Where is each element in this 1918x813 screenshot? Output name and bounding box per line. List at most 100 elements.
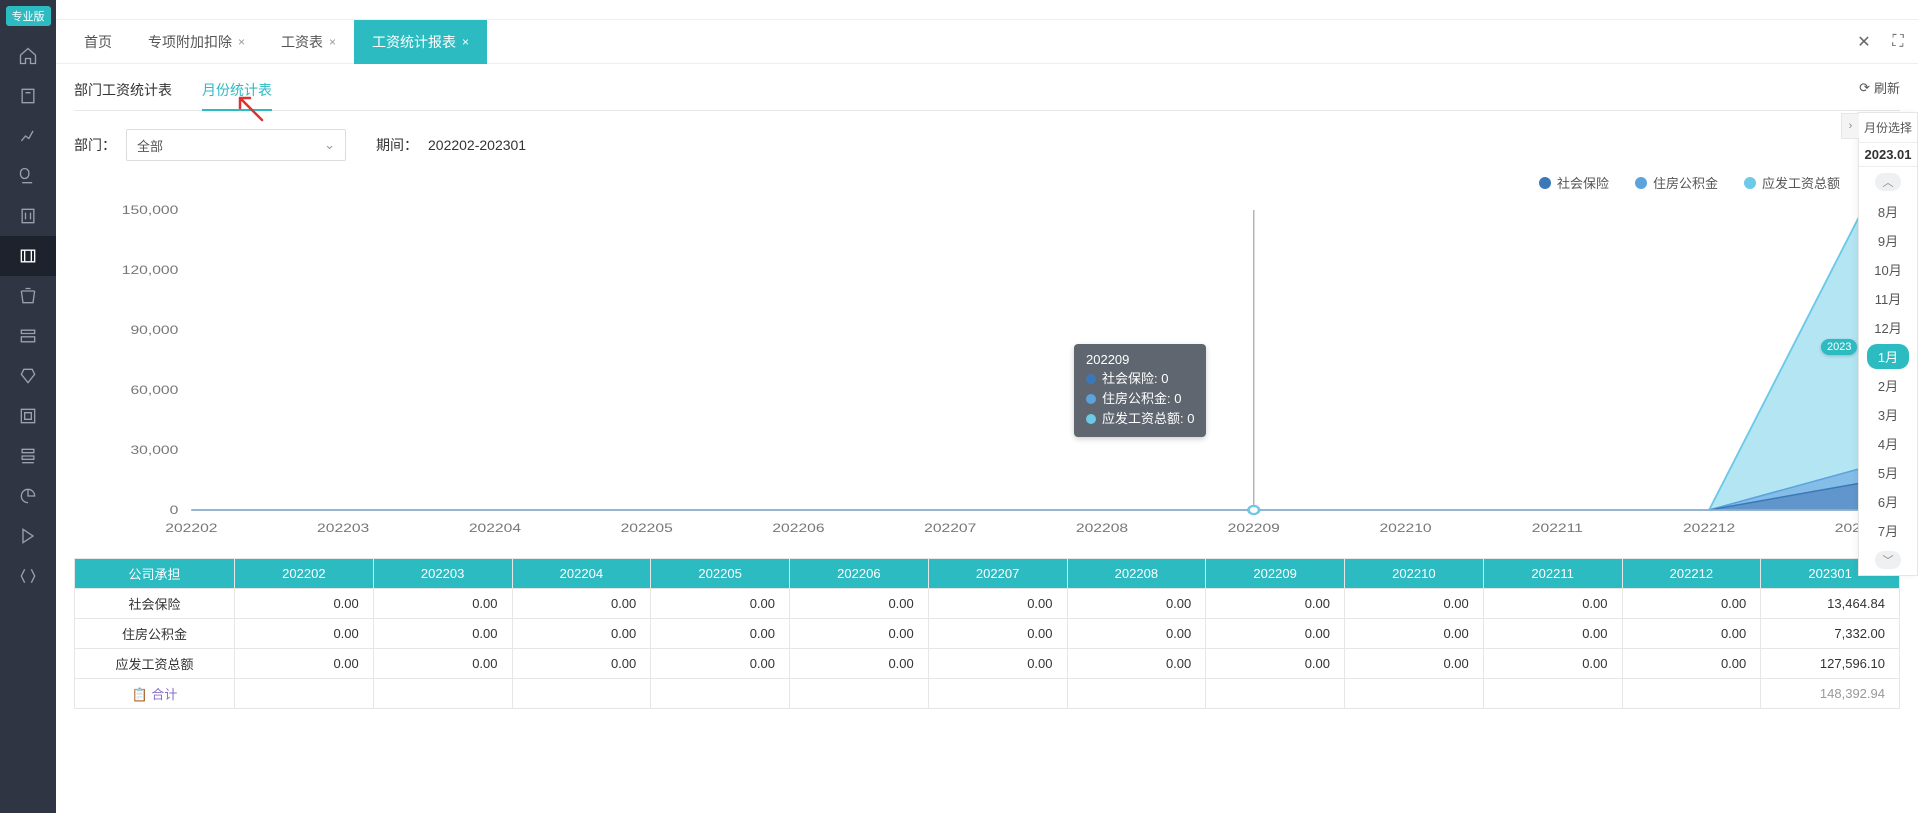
svg-text:202207: 202207	[924, 521, 976, 535]
table-cell: 0.00	[1067, 589, 1206, 619]
tab-close-icon[interactable]: ×	[462, 35, 469, 49]
panel-collapse-icon[interactable]: ›	[1841, 113, 1859, 139]
table-cell: 0.00	[373, 589, 512, 619]
table-row: 住房公积金0.000.000.000.000.000.000.000.000.0…	[75, 619, 1900, 649]
table-cell: 0.00	[512, 589, 651, 619]
top-bar	[56, 0, 1918, 20]
sidebar-nav-5[interactable]	[0, 236, 56, 276]
sidebar-nav-4[interactable]	[0, 196, 56, 236]
sub-tabs: 部门工资统计表月份统计表 ⟳ 刷新	[74, 74, 1900, 111]
table-cell: 0.00	[1067, 619, 1206, 649]
sidebar-nav-3[interactable]	[0, 156, 56, 196]
sidebar-nav-0[interactable]	[0, 36, 56, 76]
chart-tooltip: 202209社会保险: 0住房公积金: 0应发工资总额: 0	[1074, 344, 1206, 437]
legend-dot	[1635, 177, 1647, 189]
table-header: 202209	[1206, 559, 1345, 589]
month-scroll-up[interactable]: ︿	[1875, 173, 1901, 191]
tab-close-icon[interactable]: ×	[329, 35, 336, 49]
row-label: 📋 合计	[75, 679, 235, 709]
sidebar-nav-10[interactable]	[0, 436, 56, 476]
table-header: 202211	[1483, 559, 1622, 589]
month-item[interactable]: 4月	[1859, 429, 1917, 458]
tab-close-icon[interactable]: ×	[238, 35, 245, 49]
month-item[interactable]: 12月	[1859, 313, 1917, 342]
sidebar-nav-6[interactable]	[0, 276, 56, 316]
period-label: 期间：	[376, 135, 418, 155]
month-item[interactable]: 8月	[1859, 197, 1917, 226]
table-cell: 0.00	[928, 589, 1067, 619]
period-value: 202202-202301	[428, 137, 526, 153]
table-cell: 0.00	[1345, 619, 1484, 649]
table-header: 202210	[1345, 559, 1484, 589]
table-cell: 0.00	[1483, 589, 1622, 619]
table-row: 📋 合计 148,392.94	[75, 679, 1900, 709]
table-cell: 0.00	[1345, 649, 1484, 679]
sidebar-nav-8[interactable]	[0, 356, 56, 396]
month-selector-panel: › 月份选择 2023.01 ︿ 8月9月10月11月12月20231月2月3月…	[1858, 112, 1918, 576]
svg-text:0: 0	[170, 503, 179, 517]
dept-select[interactable]: 全部 ⌄	[126, 129, 346, 161]
left-sidebar: 专业版	[0, 0, 56, 813]
sub-tab-0[interactable]: 部门工资统计表	[74, 74, 172, 110]
month-item[interactable]: 5月	[1859, 458, 1917, 487]
sub-tab-1[interactable]: 月份统计表	[202, 74, 272, 110]
month-scroll-down[interactable]: ﹀	[1875, 551, 1901, 569]
legend-dot	[1744, 177, 1756, 189]
year-badge: 2023	[1821, 339, 1857, 355]
sidebar-nav-12[interactable]	[0, 516, 56, 556]
sidebar-nav-1[interactable]	[0, 76, 56, 116]
fullscreen-icon[interactable]: ⛶	[1888, 32, 1908, 52]
legend-label: 应发工资总额	[1762, 173, 1840, 192]
svg-text:30,000: 30,000	[130, 443, 178, 457]
month-item[interactable]: 11月	[1859, 284, 1917, 313]
month-item[interactable]: 9月	[1859, 226, 1917, 255]
table-cell: 0.00	[512, 619, 651, 649]
legend-item[interactable]: 应发工资总额	[1744, 173, 1840, 192]
main-tab-0[interactable]: 首页	[66, 20, 130, 64]
table-header: 202206	[790, 559, 929, 589]
table-cell: 0.00	[1622, 589, 1761, 619]
sidebar-nav-13[interactable]	[0, 556, 56, 596]
table-header: 202203	[373, 559, 512, 589]
legend-item[interactable]: 住房公积金	[1635, 173, 1718, 192]
svg-text:202208: 202208	[1076, 521, 1128, 535]
main-tab-3[interactable]: 工资统计报表 ×	[354, 20, 487, 64]
month-item[interactable]: 10月	[1859, 255, 1917, 284]
row-label: 社会保险	[75, 589, 235, 619]
tab-label: 工资统计报表	[372, 32, 456, 52]
main-area: 首页专项附加扣除×工资表× 工资统计报表 × ✕ ⛶ 部门工资统计表月份统计表 ⟳ …	[56, 0, 1918, 813]
table-cell: 0.00	[1206, 589, 1345, 619]
svg-text:202209: 202209	[1228, 521, 1280, 535]
month-item[interactable]: 1月	[1867, 344, 1909, 369]
legend-label: 社会保险	[1557, 173, 1609, 192]
svg-text:90,000: 90,000	[130, 323, 178, 337]
month-item[interactable]: 3月	[1859, 400, 1917, 429]
main-tab-1[interactable]: 专项附加扣除×	[130, 20, 263, 64]
chart[interactable]: 030,00060,00090,000120,000150,0002022022…	[74, 200, 1900, 540]
table-cell: 0.00	[235, 619, 374, 649]
table-cell: 148,392.94	[1761, 679, 1900, 709]
table-cell: 0.00	[1067, 649, 1206, 679]
row-label: 应发工资总额	[75, 649, 235, 679]
month-item[interactable]: 7月	[1859, 516, 1917, 545]
month-panel-year: 2023.01	[1859, 143, 1917, 167]
legend-item[interactable]: 社会保险	[1539, 173, 1609, 192]
chevron-down-icon: ⌄	[324, 137, 335, 153]
sidebar-nav-11[interactable]	[0, 476, 56, 516]
tooltip-title: 202209	[1086, 352, 1194, 367]
main-tab-2[interactable]: 工资表×	[263, 20, 354, 64]
refresh-button[interactable]: ⟳ 刷新	[1859, 78, 1900, 97]
sidebar-nav-2[interactable]	[0, 116, 56, 156]
table-cell: 0.00	[1483, 649, 1622, 679]
sidebar-nav-9[interactable]	[0, 396, 56, 436]
svg-text:202203: 202203	[317, 521, 369, 535]
close-all-icon[interactable]: ✕	[1854, 32, 1874, 52]
table-cell: 0.00	[373, 619, 512, 649]
version-tag: 专业版	[6, 6, 51, 26]
month-item[interactable]: 2月	[1859, 371, 1917, 400]
row-label: 住房公积金	[75, 619, 235, 649]
month-item[interactable]: 6月	[1859, 487, 1917, 516]
table-cell: 0.00	[1622, 649, 1761, 679]
table-cell: 0.00	[373, 649, 512, 679]
sidebar-nav-7[interactable]	[0, 316, 56, 356]
